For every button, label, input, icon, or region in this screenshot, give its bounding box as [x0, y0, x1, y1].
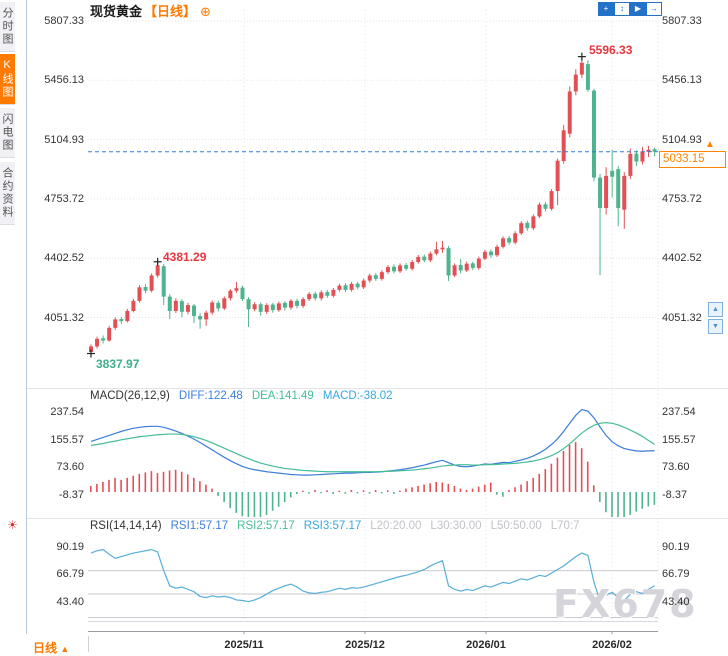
- indicator-settings-icon[interactable]: ☀: [7, 518, 18, 532]
- pane-up-icon[interactable]: ▲: [708, 302, 723, 317]
- add-indicator-icon[interactable]: ⊕: [200, 4, 211, 19]
- chevron-up-icon: ▲: [60, 644, 70, 654]
- macd-axis-label: -8.37: [58, 489, 84, 501]
- price-up-marker-icon: ▲: [705, 139, 715, 150]
- annotation-high: 5596.33: [589, 43, 633, 57]
- rsi-axis-label: 43.40: [56, 596, 84, 608]
- macd-label: MACD(26,12,9): [90, 390, 170, 402]
- current-price-tag: 5033.15: [659, 151, 726, 168]
- rsi-axis-label: 90.19: [56, 541, 84, 553]
- rsi-axis-label: 90.19: [662, 541, 690, 553]
- sidebar-item-timeshare[interactable]: 分时图: [0, 2, 15, 52]
- pane-down-icon[interactable]: ▼: [708, 319, 723, 334]
- panel-divider: [27, 518, 728, 519]
- panel-divider: [27, 388, 728, 389]
- fit-range-icon[interactable]: ↕: [614, 2, 630, 16]
- y-axis-label: 4402.52: [662, 252, 702, 264]
- x-axis-label: 2026/01: [466, 639, 506, 651]
- macd-axis-label: 155.57: [50, 434, 84, 446]
- macd-axis-label: 237.54: [50, 406, 84, 418]
- rsi-axis-label: 66.79: [56, 568, 84, 580]
- time-scrollbar[interactable]: [88, 621, 658, 632]
- y-axis-label: 5456.13: [662, 74, 702, 86]
- x-axis-label: 2025/12: [345, 639, 385, 651]
- y-axis-label: 5807.33: [662, 15, 702, 27]
- y-axis-label: 4402.52: [44, 252, 84, 264]
- rsi-l70-value: L70:7: [550, 520, 580, 532]
- period-selector[interactable]: 日线 ▲: [33, 641, 70, 655]
- divider: [88, 636, 89, 652]
- y-axis-label: 4753.72: [662, 193, 702, 205]
- rsi-l30-value: L30:30.00: [430, 520, 482, 532]
- fx678-watermark: FX678: [553, 582, 698, 626]
- y-axis-label: 5807.33: [44, 15, 84, 27]
- annotation-low: 3837.97: [96, 357, 140, 371]
- macd-axis-label: 73.60: [56, 461, 84, 473]
- x-axis-label: 2026/02: [592, 639, 632, 651]
- bottom-bar: 日线 ▲ 2025/11 2025/12 2026/01 2026/02: [0, 634, 728, 655]
- rsi-l50-value: L50:50.00: [490, 520, 542, 532]
- rsi-header: RSI(14,14,14) RSI1:57.17 RSI2:57.17 RSI3:57…: [90, 520, 589, 532]
- sidebar-item-kline[interactable]: K线图: [0, 54, 15, 105]
- rsi-axis-label: 43.40: [662, 596, 690, 608]
- macd-header: MACD(26,12,9) DIFF:122.48 DEA:141.49 MACD:-…: [90, 390, 402, 402]
- y-axis-label: 4051.32: [662, 312, 702, 324]
- pop-out-icon[interactable]: →: [646, 2, 662, 16]
- annotation-swing-high: 4381.29: [163, 250, 207, 264]
- macd-hist-value: MACD:-38.02: [322, 390, 393, 402]
- y-axis-label: 4753.72: [44, 193, 84, 205]
- rsi-label: RSI(14,14,14): [90, 520, 162, 532]
- y-axis-label: 5104.93: [44, 134, 84, 146]
- y-axis-label: 4051.32: [44, 312, 84, 324]
- macd-dea-value: DEA:141.49: [251, 390, 314, 402]
- symbol-title: 现货黄金: [90, 4, 143, 19]
- rsi1-value: RSI1:57.17: [170, 520, 229, 532]
- rsi-axis-label: 66.79: [662, 568, 690, 580]
- pan-crosshair-icon[interactable]: +: [598, 2, 614, 16]
- sidebar-item-lightning[interactable]: 闪电图: [0, 108, 15, 158]
- rsi3-value: RSI3:57.17: [303, 520, 362, 532]
- macd-axis-label: 237.54: [662, 406, 696, 418]
- macd-axis-label: 73.60: [662, 461, 690, 473]
- drawing-tools-icon[interactable]: ▶: [630, 2, 646, 16]
- macd-diff-value: DIFF:122.48: [178, 390, 243, 402]
- macd-axis-label: -8.37: [662, 489, 688, 501]
- chart-header: 现货黄金 【日线】 ⊕: [90, 1, 211, 20]
- macd-axis-label: 155.57: [662, 434, 696, 446]
- sidebar-item-contract-info[interactable]: 合约资料: [0, 162, 15, 225]
- y-axis-label: 5104.93: [662, 134, 702, 146]
- rsi-l20-value: L20:20.00: [370, 520, 422, 532]
- rsi2-value: RSI2:57.17: [237, 520, 295, 532]
- period-tag: 【日线】: [144, 4, 197, 19]
- chart-type-sidebar: 分时图 K线图 闪电图 合约资料: [0, 0, 27, 655]
- y-axis-label: 5456.13: [44, 74, 84, 86]
- x-axis-label: 2025/11: [224, 639, 264, 651]
